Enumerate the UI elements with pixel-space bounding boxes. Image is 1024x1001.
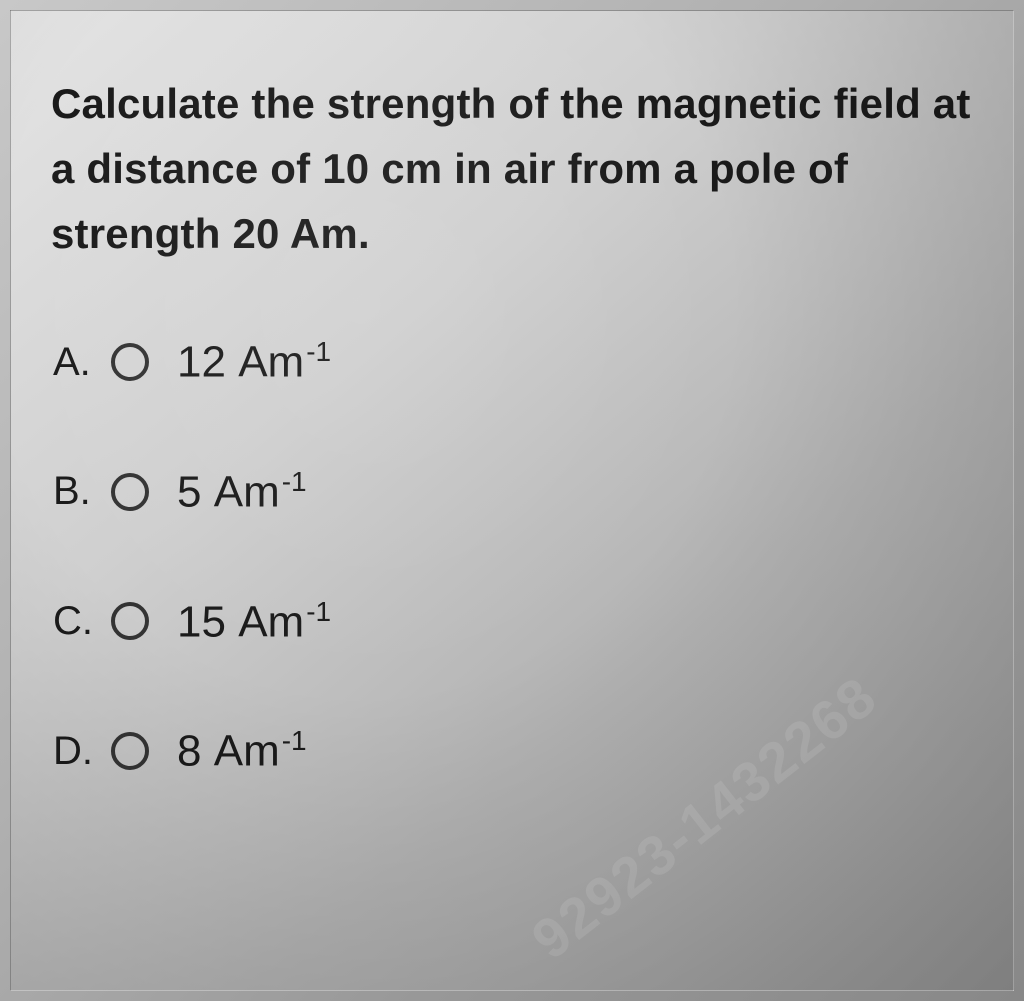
question-text: Calculate the strength of the magnetic f… bbox=[51, 71, 973, 266]
option-text: 12 Am-1 bbox=[177, 336, 331, 388]
option-text: 8 Am-1 bbox=[177, 725, 307, 777]
option-c[interactable]: C. 15 Am-1 bbox=[53, 596, 973, 648]
option-unit-exp: -1 bbox=[306, 336, 331, 367]
option-unit-base: Am bbox=[214, 727, 280, 776]
radio-icon[interactable] bbox=[111, 602, 149, 640]
option-unit-base: Am bbox=[214, 468, 280, 517]
option-unit-exp: -1 bbox=[306, 596, 331, 627]
question-card: Calculate the strength of the magnetic f… bbox=[10, 10, 1014, 991]
option-unit-base: Am bbox=[238, 338, 304, 387]
option-unit-exp: -1 bbox=[282, 725, 307, 756]
option-letter: C. bbox=[53, 599, 111, 644]
option-text: 15 Am-1 bbox=[177, 596, 331, 648]
radio-icon[interactable] bbox=[111, 732, 149, 770]
option-letter: D. bbox=[53, 729, 111, 774]
option-a[interactable]: A. 12 Am-1 bbox=[53, 336, 973, 388]
option-text: 5 Am-1 bbox=[177, 466, 307, 518]
options-list: A. 12 Am-1 B. 5 Am-1 C. 15 Am-1 D. 8 Am- bbox=[53, 336, 973, 777]
option-d[interactable]: D. 8 Am-1 bbox=[53, 725, 973, 777]
option-unit-exp: -1 bbox=[282, 466, 307, 497]
option-letter: B. bbox=[53, 469, 111, 514]
option-letter: A. bbox=[53, 340, 111, 385]
option-value: 15 bbox=[177, 597, 226, 646]
radio-icon[interactable] bbox=[111, 473, 149, 511]
option-value: 5 bbox=[177, 468, 201, 517]
option-value: 12 bbox=[177, 338, 226, 387]
option-value: 8 bbox=[177, 727, 201, 776]
radio-icon[interactable] bbox=[111, 343, 149, 381]
option-b[interactable]: B. 5 Am-1 bbox=[53, 466, 973, 518]
option-unit-base: Am bbox=[238, 597, 304, 646]
